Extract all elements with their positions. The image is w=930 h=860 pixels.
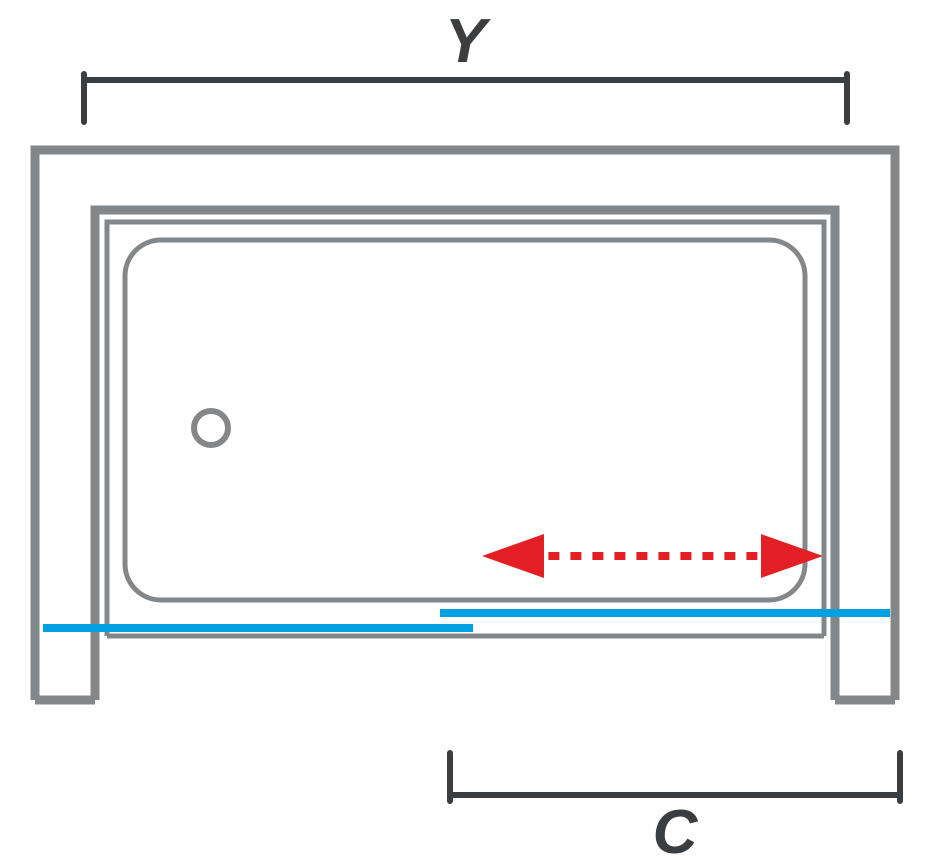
inner-frame <box>107 222 824 636</box>
dimension-c-label: C <box>653 798 699 860</box>
schematic-diagram: YC <box>0 0 930 860</box>
dimension-c: C <box>450 753 900 860</box>
sliding-track <box>43 613 890 628</box>
drain-icon <box>194 411 228 445</box>
enclosure-wall <box>35 150 895 700</box>
dimension-y: Y <box>84 7 847 122</box>
slide-direction-arrow <box>482 534 823 578</box>
dimension-y-label: Y <box>445 7 492 76</box>
